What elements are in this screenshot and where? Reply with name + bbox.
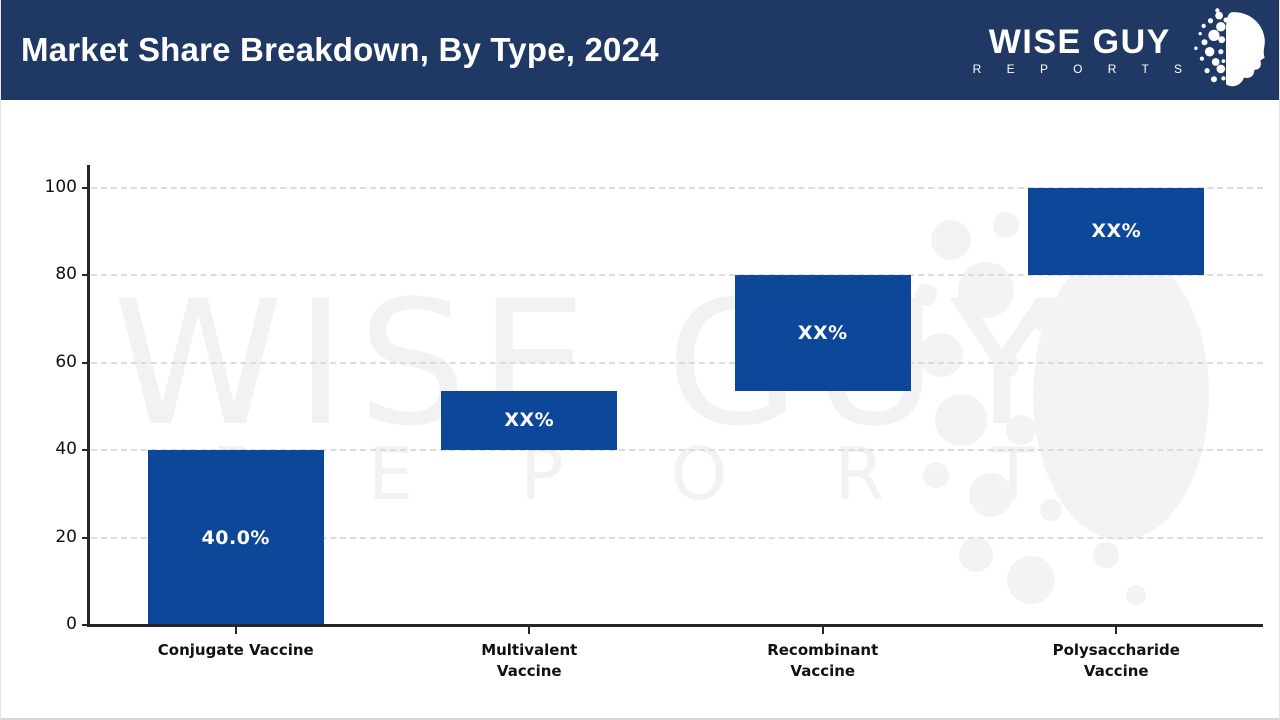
x-axis-tick-mark <box>234 627 237 634</box>
logo-wordmark: WISE GUY R E P O R T S <box>967 25 1193 76</box>
x-axis-tick-mark <box>528 627 531 634</box>
x-axis-category-label: Multivalent Vaccine <box>481 640 577 682</box>
y-gridline <box>91 449 1263 451</box>
y-axis-tick-mark <box>82 186 89 189</box>
y-axis-spine <box>87 165 90 627</box>
x-axis-category-label-line: Vaccine <box>496 662 562 680</box>
logo-face-icon <box>1194 8 1265 87</box>
x-axis-tick-mark <box>1115 627 1118 634</box>
x-axis-category-label-line: Polysaccharide <box>1052 641 1180 659</box>
x-axis-category-label-line: Conjugate Vaccine <box>157 641 314 659</box>
y-axis-tick-label: 60 <box>55 351 77 372</box>
y-axis-tick-mark <box>82 536 89 539</box>
bar-value-label: XX% <box>1091 220 1142 243</box>
logo-wordmark-line1: WISE GUY <box>988 22 1171 61</box>
y-axis-tick-label: 20 <box>55 526 77 547</box>
bar-segment: XX% <box>441 390 618 450</box>
x-axis-tick-mark <box>821 627 824 634</box>
x-axis-category-label-line: Vaccine <box>1083 662 1149 680</box>
y-axis-tick-mark <box>82 361 89 364</box>
brand-logo: WISE GUY R E P O R T S <box>967 7 1269 93</box>
y-axis-tick-mark <box>82 624 89 626</box>
x-axis-category-label: Conjugate Vaccine <box>158 640 314 661</box>
y-axis-tick-label: 80 <box>55 264 77 284</box>
bar-segment: XX% <box>734 275 911 391</box>
y-axis-tick-mark <box>82 449 89 451</box>
x-axis-category-label-line: Multivalent <box>481 641 578 659</box>
y-axis-tick-mark <box>82 274 89 276</box>
bar-value-label: XX% <box>504 409 555 432</box>
bar-value-label: 40.0% <box>201 526 270 549</box>
x-axis-category-label-line: Recombinant <box>767 641 879 659</box>
y-gridline <box>91 274 1263 276</box>
y-axis-tick-label: 0 <box>66 614 77 634</box>
x-axis-category-label: Polysaccharide Vaccine <box>1053 640 1180 682</box>
header: Market Share Breakdown, By Type, 2024 WI… <box>1 0 1279 100</box>
x-axis-category-label-line: Vaccine <box>790 662 856 680</box>
x-axis-spine <box>87 624 1263 627</box>
bar-segment: XX% <box>1028 187 1205 275</box>
y-axis-tick-label: 40 <box>55 439 77 459</box>
x-axis-category-label: Recombinant Vaccine <box>767 640 878 682</box>
bar-segment: 40.0% <box>147 450 324 625</box>
y-gridline <box>91 186 1263 189</box>
y-axis-tick-label: 100 <box>44 176 77 197</box>
y-gridline <box>91 361 1263 364</box>
logo-wordmark-line2: R E P O R T S <box>972 61 1193 76</box>
bar-value-label: XX% <box>797 321 848 344</box>
chart-title: Market Share Breakdown, By Type, 2024 <box>21 31 659 68</box>
y-gridline <box>91 536 1263 539</box>
